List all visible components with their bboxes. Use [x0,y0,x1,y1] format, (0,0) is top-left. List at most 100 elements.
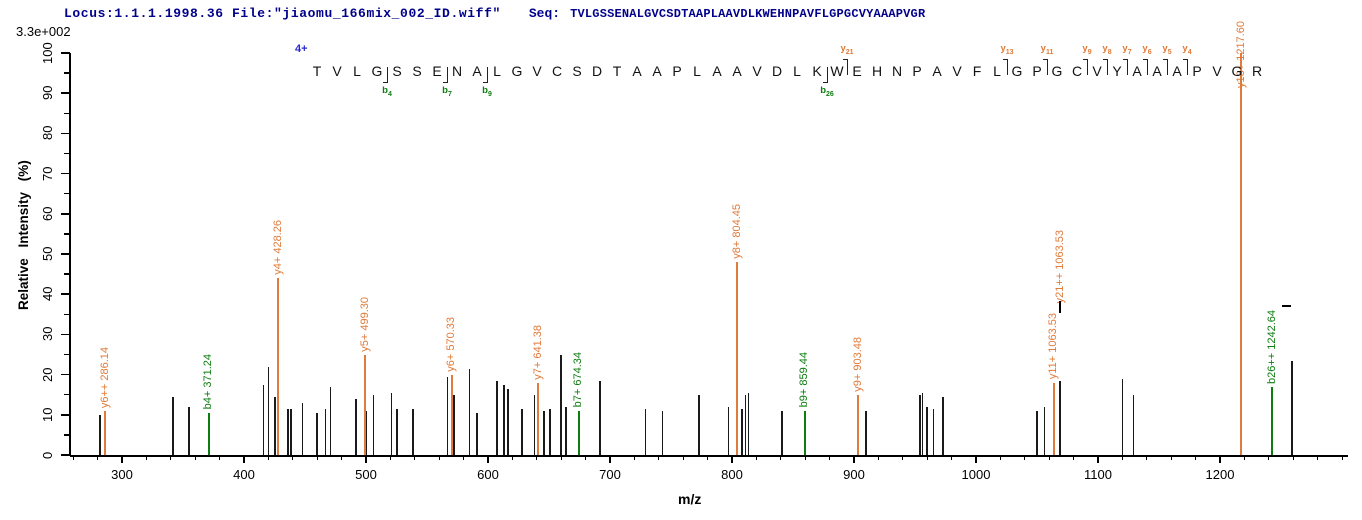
y-tick-label: 80 [40,126,55,141]
x-tick-label: 800 [721,467,743,482]
sequence-residue: E [852,63,862,79]
x-tick-minor [1121,455,1123,460]
y-tick-minor [64,273,70,275]
peak-y-ion [1052,382,1055,455]
x-tick-minor [1073,455,1075,460]
x-tick-minor [438,455,440,460]
x-tick-minor [951,455,953,460]
peak [747,392,750,455]
y-tick-label: 100 [40,42,55,64]
peak-y-ion [857,394,860,455]
x-tick-minor [1024,455,1026,460]
x-tick-label: 400 [233,467,255,482]
peak-label: y11+ 1063.53 [1047,313,1059,380]
sequence-residue: G [1011,63,1023,79]
peak [324,408,327,455]
y-tick-label: 20 [40,367,55,382]
sequence-residue: S [572,63,582,79]
b-ion-marker-label: b4 [382,85,392,98]
x-tick-label: 500 [355,467,377,482]
x-tick-minor [902,455,904,460]
y-tick-minor [64,313,70,316]
peak-b-ion [1271,386,1274,455]
y-tick-label: 70 [40,166,55,181]
peak [727,406,730,455]
sequence-residue: P [1192,63,1202,79]
peak [274,396,276,455]
peak [560,354,562,455]
y-tick-minor [64,72,70,74]
peak [390,392,393,455]
y-ion-marker-label: y6 [1142,43,1152,56]
y-tick-label: 0 [40,451,55,459]
peak [698,394,700,455]
x-tick-minor [1243,455,1245,460]
x-tick-label: 300 [111,467,133,482]
peak [932,408,935,455]
precursor-charge-label: 4+ [295,43,308,55]
y-ion-marker-label: y21 [840,43,854,56]
x-tick-minor [219,455,221,460]
peak [412,408,414,455]
x-tick-minor [1048,455,1050,460]
x-tick-minor [463,455,465,460]
x-tick-minor [1268,455,1270,460]
y-tick-label: 10 [40,407,55,423]
y-tick-label: 50 [40,246,55,262]
y-tick-major [61,213,70,215]
peak [644,408,647,455]
peak [446,376,449,455]
y-tick-minor [64,192,70,195]
y-tick-major [61,454,70,456]
sequence-residue: R [1251,63,1263,79]
peak-y-ion [537,382,540,455]
peak [316,412,318,455]
x-tick-minor [1146,455,1148,460]
x-tick-minor [1195,455,1197,460]
peak [172,396,174,455]
fragment-divider-b [483,67,488,83]
sequence-residue: S [412,63,422,79]
x-tick-minor [72,455,74,460]
fragment-divider-b [383,67,388,83]
sequence-residue: D [591,63,603,79]
sequence-residue: P [912,63,922,79]
x-tick-label: 1200 [1205,467,1235,482]
y-ion-marker-label: y11 [1040,43,1054,56]
x-axis-line [70,455,1348,457]
y-tick-minor [64,353,70,356]
y-tick-major [61,414,70,416]
x-tick-minor [1341,455,1343,460]
header-sequence-text: TVLGSSENALGVCSDTAAPLAAVDLKWEHNPAVFLGPGCV… [570,7,926,21]
sequence-residue: K [812,63,822,79]
sequence-residue: L [793,63,801,79]
sequence-residue: Y [1112,63,1122,79]
sequence-residue: V [332,63,342,79]
x-tick-minor [97,455,99,460]
x-tick-major [365,455,367,463]
peak [507,388,509,455]
fragment-divider-y [1143,59,1148,75]
peak-label: y7+ 641.38 [531,324,544,380]
peak [521,408,523,455]
x-tick-minor [926,455,928,460]
peak [188,406,190,455]
peak [533,394,536,455]
peak [301,402,304,455]
fragment-divider-y [1123,59,1128,75]
x-tick-minor [170,455,172,460]
y-ion-marker-label: y9 [1082,43,1092,56]
y-ion-marker-label: y4 [1182,43,1192,56]
y-tick-major [61,293,70,295]
peak [942,396,944,455]
fragment-divider-y [1163,59,1168,75]
header-line: Locus:1.1.1.1998.36 File:"jiaomu_166mix_… [64,6,925,21]
peak-b-ion [207,412,210,455]
x-tick-label: 1000 [961,467,991,482]
peak-label: y21++ 1063.53 [1053,229,1066,304]
fragment-divider-y [1043,59,1048,75]
sequence-residue: A [632,63,642,79]
x-tick-minor [560,455,562,460]
